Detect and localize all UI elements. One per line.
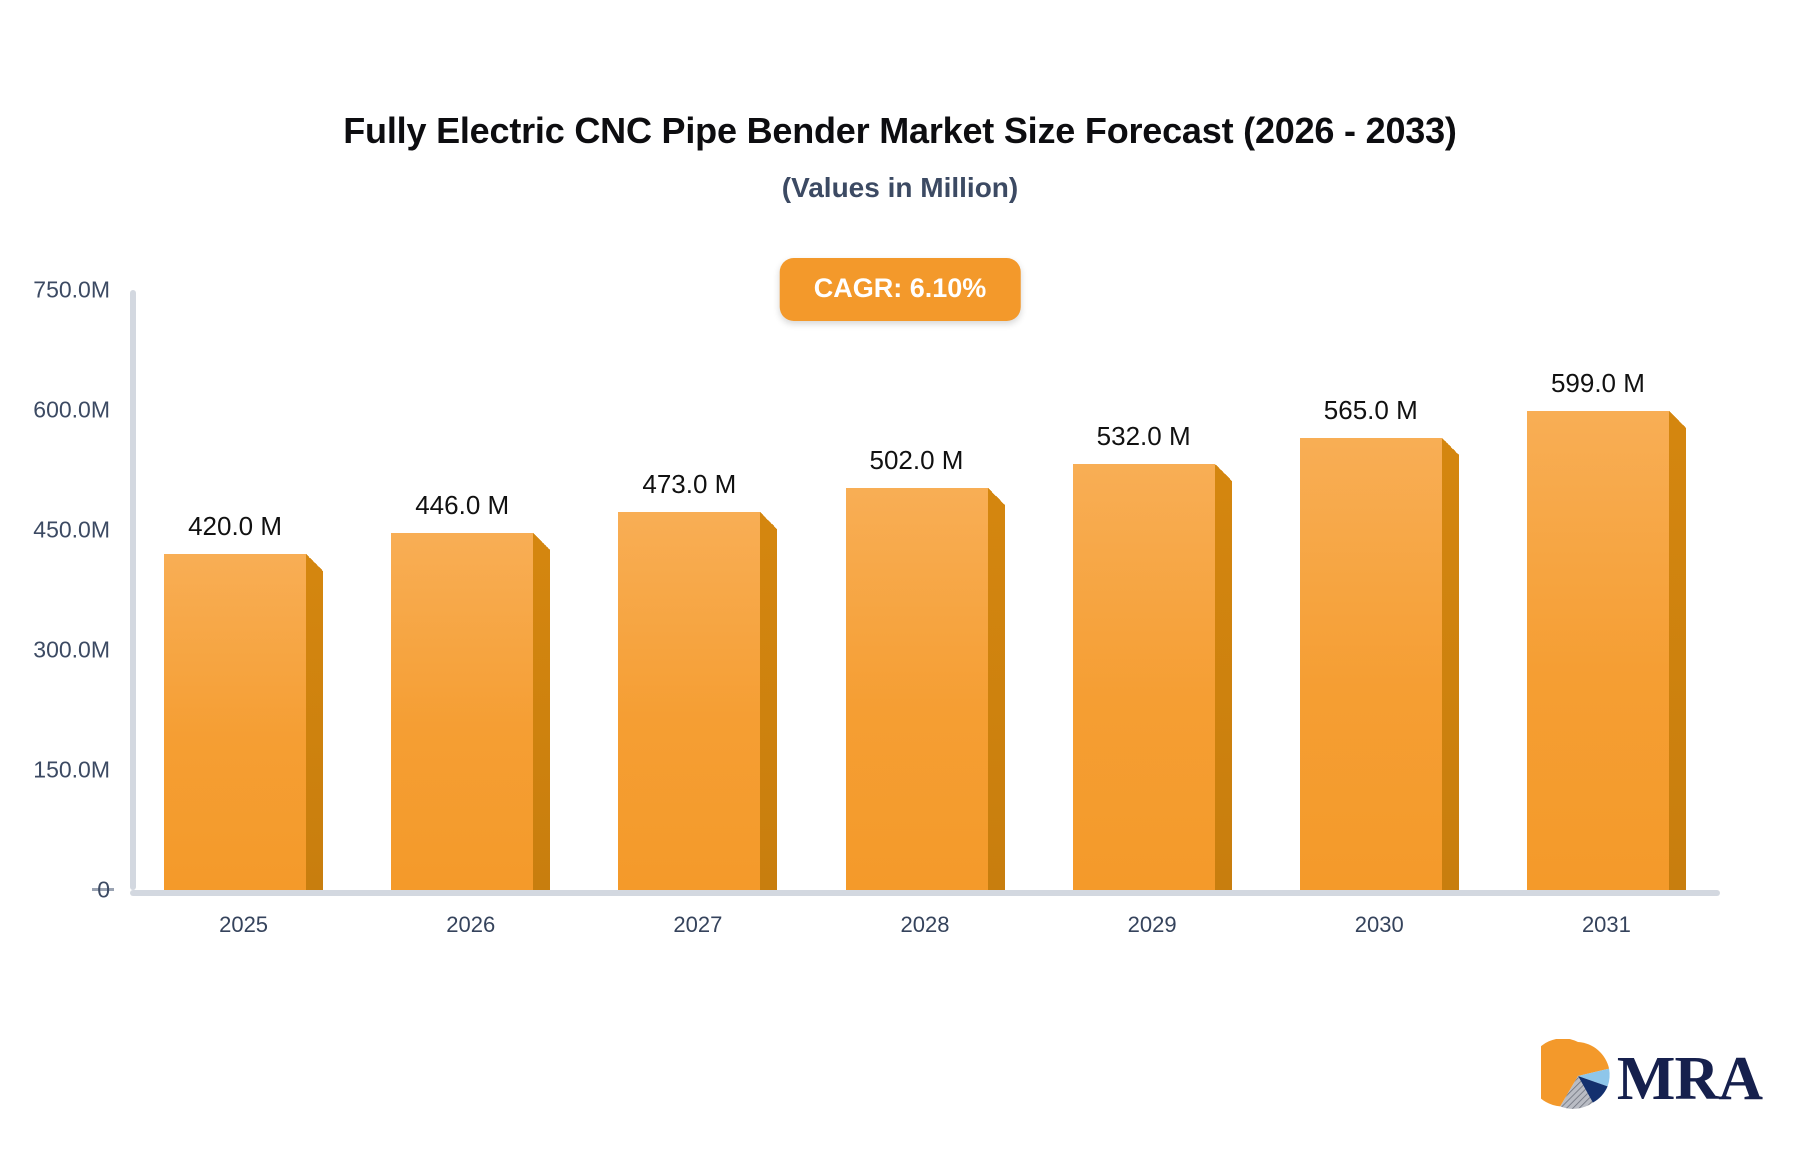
bar-3d[interactable] (618, 511, 778, 890)
bar-3d[interactable] (1299, 438, 1459, 890)
bar-front-face (1072, 464, 1215, 890)
bar-top-chamfer (1214, 464, 1232, 482)
bar-front-face (618, 511, 761, 890)
y-tick-label: 0 (97, 876, 110, 903)
x-tick-label: 2028 (900, 912, 950, 937)
bar-3d[interactable] (845, 488, 1005, 890)
bar-top-chamfer (533, 533, 551, 551)
bar-side-face (760, 528, 778, 890)
bar-3d[interactable] (1526, 410, 1686, 890)
bar-side-face (1214, 481, 1232, 890)
y-axis-line (130, 290, 136, 890)
bar-3d[interactable] (1072, 464, 1232, 890)
bar-side-face (533, 550, 551, 890)
pie-chart-icon (1528, 1038, 1615, 1118)
y-axis-zero-tick (92, 888, 114, 891)
bar-top-chamfer (1668, 410, 1686, 428)
bar-item[interactable]: 599.0 M (1526, 368, 1686, 890)
bar-item[interactable]: 473.0 M (618, 469, 778, 890)
bar-item[interactable]: 502.0 M (845, 445, 1005, 890)
bar-side-face (306, 571, 324, 890)
bar-front-face (845, 488, 988, 890)
bar-value-label: 446.0 M (415, 490, 510, 521)
x-axis-line (130, 890, 1720, 896)
bar-side-face (1441, 455, 1459, 890)
bar-side-face (1668, 427, 1686, 890)
bar-top-chamfer (760, 511, 778, 529)
bar-value-label: 532.0 M (1096, 421, 1191, 452)
bar-3d[interactable] (164, 554, 324, 890)
bar-top-chamfer (1441, 438, 1459, 455)
bar-item[interactable]: 420.0 M (164, 511, 324, 890)
chart-title: Fully Electric CNC Pipe Bender Market Si… (343, 110, 1457, 151)
bar-value-label: 473.0 M (642, 468, 737, 499)
bar-side-face (987, 505, 1005, 890)
bar-front-face (1299, 438, 1442, 890)
x-tick-label: 2027 (673, 912, 723, 937)
bar-item[interactable]: 565.0 M (1299, 395, 1459, 890)
y-axis-tick-labels: 0 150.0M 300.0M 450.0M 600.0M 750.0M (0, 277, 110, 903)
y-tick-label: 450.0M (33, 516, 110, 543)
brand-logo: MRA (1528, 1038, 1763, 1118)
bar-front-face (164, 554, 307, 890)
bar-value-label: 502.0 M (869, 445, 964, 476)
bar-top-chamfer (306, 554, 324, 571)
bar-item[interactable]: 532.0 M (1072, 421, 1232, 890)
logo-text: MRA (1616, 1044, 1763, 1113)
bar-front-face (1526, 410, 1669, 890)
y-tick-label: 750.0M (33, 276, 110, 303)
x-tick-label: 2029 (1127, 912, 1177, 937)
x-tick-label: 2031 (1581, 912, 1631, 937)
cagr-badge: CAGR: 6.10% (779, 258, 1021, 321)
x-tick-label: 2026 (446, 912, 496, 937)
plot-area: 0 150.0M 300.0M 450.0M 600.0M 750.0M 420.0 M 2… (33, 277, 1720, 937)
x-tick-label: 2025 (219, 912, 269, 937)
chart-subtitle: (Values in Million) (781, 172, 1019, 203)
bar-3d[interactable] (391, 533, 551, 890)
y-tick-label: 600.0M (33, 396, 110, 423)
bar-series: 420.0 M 2025 446.0 M 2026 473.0 M 2027 502.0 M… (130, 290, 1720, 937)
bar-value-label: 565.0 M (1323, 395, 1418, 425)
y-tick-label: 300.0M (33, 636, 110, 663)
bar-front-face (391, 533, 534, 890)
bar-item[interactable]: 446.0 M (391, 490, 551, 890)
y-tick-label: 150.0M (33, 756, 110, 783)
bar-value-label: 599.0 M (1550, 367, 1645, 398)
bar-top-chamfer (987, 488, 1005, 506)
bar-value-label: 420.0 M (188, 511, 283, 541)
x-tick-label: 2030 (1354, 912, 1404, 937)
